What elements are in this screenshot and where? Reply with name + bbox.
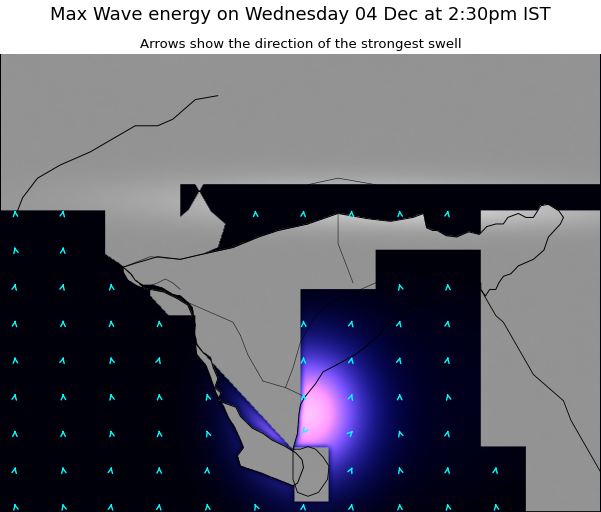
- Text: Arrows show the direction of the strongest swell: Arrows show the direction of the stronge…: [139, 37, 462, 51]
- Text: Max Wave energy on Wednesday 04 Dec at 2:30pm IST: Max Wave energy on Wednesday 04 Dec at 2…: [50, 6, 551, 24]
